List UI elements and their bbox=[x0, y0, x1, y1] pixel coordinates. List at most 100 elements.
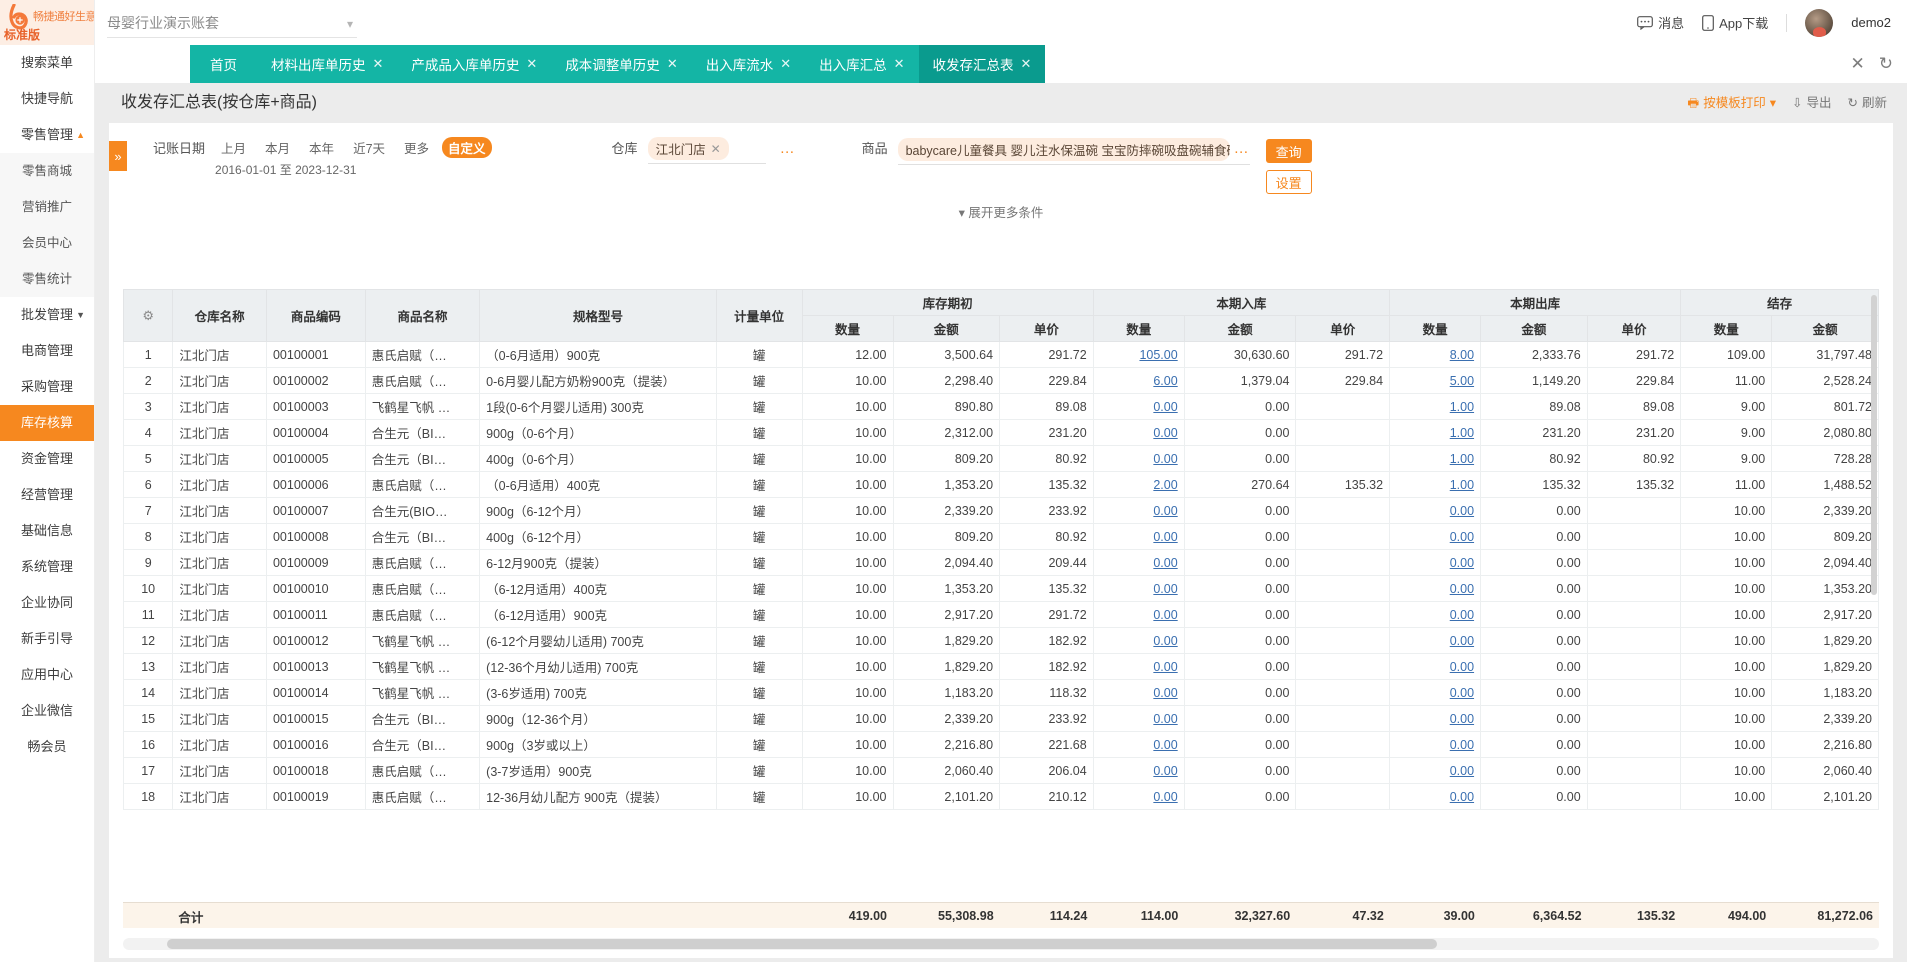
cell-oq[interactable]: 0.00 bbox=[1389, 731, 1482, 758]
export-button[interactable]: ⇩ 导出 bbox=[1792, 83, 1832, 123]
table-row[interactable]: 3 江北门店 00100003 飞鹤星飞帆 … 1段(0-6个月婴儿适用) 300克罐 1… bbox=[123, 393, 1879, 420]
col-header-10[interactable]: 金额 bbox=[1183, 315, 1297, 342]
cell-iq[interactable]: 0.00 bbox=[1092, 731, 1185, 758]
cell-iq[interactable]: 0.00 bbox=[1092, 757, 1185, 784]
tab-1[interactable]: 材料出库单历史 ✕ bbox=[257, 45, 398, 83]
drilldown-link[interactable]: 0.00 bbox=[1449, 633, 1475, 648]
drilldown-link[interactable]: 105.00 bbox=[1139, 347, 1178, 362]
col-header-8[interactable]: 单价 bbox=[999, 315, 1094, 342]
cell-oq[interactable]: 1.00 bbox=[1389, 445, 1482, 472]
product-select[interactable]: babycare儿童餐具 婴儿注水保温碗 宝宝防摔碗吸盘碗辅食碗勺套装 雀湖绿 … bbox=[897, 137, 1250, 165]
drilldown-link[interactable]: 1.00 bbox=[1449, 425, 1475, 440]
cell-iq[interactable]: 0.00 bbox=[1092, 679, 1185, 706]
vertical-scrollbar[interactable] bbox=[1871, 289, 1879, 914]
date-chip-2[interactable]: 本年 bbox=[309, 142, 335, 156]
drilldown-link[interactable]: 0.00 bbox=[1153, 659, 1178, 674]
col-header-11[interactable]: 单价 bbox=[1295, 315, 1391, 342]
refresh-icon[interactable]: ↻ bbox=[1878, 54, 1893, 73]
col-header-5[interactable]: 计量单位 bbox=[715, 289, 803, 342]
date-chip-4[interactable]: 更多 bbox=[404, 142, 430, 156]
sidebar-item-6[interactable]: 零售统计 bbox=[0, 261, 94, 297]
sidebar-item-1[interactable]: 快捷导航 bbox=[0, 81, 94, 117]
col-header-13[interactable]: 金额 bbox=[1480, 315, 1588, 342]
remove-icon[interactable]: ✕ bbox=[710, 141, 721, 156]
brand-logo[interactable]: 畅捷通好生意 标准版 bbox=[0, 0, 94, 45]
sidebar-item-11[interactable]: 资金管理 bbox=[0, 441, 94, 477]
sidebar-item-5[interactable]: 会员中心 bbox=[0, 225, 94, 261]
cell-oq[interactable]: 1.00 bbox=[1389, 393, 1482, 420]
drilldown-link[interactable]: 0.00 bbox=[1449, 555, 1475, 570]
drilldown-link[interactable]: 0.00 bbox=[1153, 711, 1178, 726]
drilldown-link[interactable]: 1.00 bbox=[1449, 399, 1475, 414]
query-button[interactable]: 查询 bbox=[1265, 139, 1312, 163]
table-row[interactable]: 17 江北门店 00100018 惠氏启赋（… (3-7岁适用）900克罐 10.00 2,… bbox=[123, 757, 1879, 784]
col-header-6[interactable]: 数量 bbox=[801, 315, 894, 342]
drilldown-link[interactable]: 0.00 bbox=[1153, 451, 1178, 466]
sidebar-item-13[interactable]: 基础信息 bbox=[0, 513, 94, 549]
close-icon[interactable]: ✕ bbox=[1850, 54, 1865, 73]
table-row[interactable]: 10 江北门店 00100010 惠氏启赋（… （6-12月适用）400克罐 10.00 1… bbox=[123, 575, 1879, 602]
drilldown-link[interactable]: 0.00 bbox=[1153, 581, 1178, 596]
col-header-9[interactable]: 数量 bbox=[1092, 315, 1185, 342]
filter-expander[interactable]: » bbox=[109, 141, 127, 171]
cell-oq[interactable]: 0.00 bbox=[1389, 601, 1482, 628]
col-header-1[interactable]: 仓库名称 bbox=[172, 289, 267, 342]
tab-6[interactable]: 收发存汇总表 ✕ bbox=[918, 45, 1046, 83]
tab-5[interactable]: 出入库汇总 ✕ bbox=[805, 45, 919, 83]
drilldown-link[interactable]: 0.00 bbox=[1449, 685, 1475, 700]
cell-iq[interactable]: 0.00 bbox=[1092, 393, 1185, 420]
tab-close-icon[interactable]: ✕ bbox=[526, 56, 538, 71]
col-header-12[interactable]: 数量 bbox=[1389, 315, 1482, 342]
tab-3[interactable]: 成本调整单历史 ✕ bbox=[551, 45, 692, 83]
cell-oq[interactable]: 1.00 bbox=[1389, 419, 1482, 446]
table-row[interactable]: 9 江北门店 00100009 惠氏启赋（… 6-12月900克（提装）罐 10.00 2,… bbox=[123, 549, 1879, 576]
sidebar-item-15[interactable]: 企业协同 bbox=[0, 585, 94, 621]
table-row[interactable]: 12 江北门店 00100012 飞鹤星飞帆 … (6-12个月婴幼儿适用) 700克罐… bbox=[123, 627, 1879, 654]
avatar[interactable] bbox=[1805, 8, 1834, 37]
table-row[interactable]: 14 江北门店 00100014 飞鹤星飞帆 … (3-6岁适用) 700克罐 10.00… bbox=[123, 679, 1879, 706]
cell-oq[interactable]: 0.00 bbox=[1389, 497, 1482, 524]
table-row[interactable]: 6 江北门店 00100006 惠氏启赋（… （0-6月适用）400克罐 10.00 1,3… bbox=[123, 471, 1879, 498]
date-chip-0[interactable]: 上月 bbox=[221, 142, 247, 156]
cell-iq[interactable]: 0.00 bbox=[1092, 705, 1185, 732]
sidebar-item-17[interactable]: 应用中心 bbox=[0, 657, 94, 693]
sidebar-item-4[interactable]: 营销推广 bbox=[0, 189, 94, 225]
drilldown-link[interactable]: 0.00 bbox=[1449, 737, 1475, 752]
drilldown-link[interactable]: 0.00 bbox=[1449, 529, 1475, 544]
sidebar-item-12[interactable]: 经营管理 bbox=[0, 477, 94, 513]
table-row[interactable]: 7 江北门店 00100007 合生元(BIO… 900g（6-12个月）罐 10.00 2… bbox=[123, 497, 1879, 524]
drilldown-link[interactable]: 0.00 bbox=[1153, 607, 1178, 622]
drilldown-link[interactable]: 2.00 bbox=[1153, 477, 1178, 492]
drilldown-link[interactable]: 1.00 bbox=[1449, 477, 1475, 492]
drilldown-link[interactable]: 0.00 bbox=[1153, 763, 1178, 778]
product-more-button[interactable]: … bbox=[1233, 140, 1250, 157]
table-row[interactable]: 18 江北门店 00100019 惠氏启赋（… 12-36月幼儿配方 900克（提装）罐… bbox=[123, 783, 1879, 810]
cell-oq[interactable]: 0.00 bbox=[1389, 757, 1482, 784]
cell-iq[interactable]: 0.00 bbox=[1092, 419, 1185, 446]
warehouse-select[interactable]: 江北门店 ✕ bbox=[647, 137, 766, 164]
cell-oq[interactable]: 0.00 bbox=[1389, 679, 1482, 706]
settings-button[interactable]: 设置 bbox=[1265, 170, 1312, 194]
cell-iq[interactable]: 0.00 bbox=[1092, 601, 1185, 628]
cell-oq[interactable]: 0.00 bbox=[1389, 783, 1482, 810]
cell-iq[interactable]: 0.00 bbox=[1092, 497, 1185, 524]
cell-oq[interactable]: 0.00 bbox=[1389, 705, 1482, 732]
date-chip-3[interactable]: 近7天 bbox=[353, 142, 386, 156]
table-row[interactable]: 1 江北门店 00100001 惠氏启赋（… （0-6月适用）900克罐 12.00 3,5… bbox=[123, 341, 1879, 368]
cell-oq[interactable]: 0.00 bbox=[1389, 549, 1482, 576]
date-chip-5[interactable]: 自定义 bbox=[442, 137, 492, 158]
table-row[interactable]: 8 江北门店 00100008 合生元（BI… 400g（6-12个月）罐 10.00 80… bbox=[123, 523, 1879, 550]
drilldown-link[interactable]: 0.00 bbox=[1449, 581, 1475, 596]
drilldown-link[interactable]: 5.00 bbox=[1449, 373, 1475, 388]
drilldown-link[interactable]: 0.00 bbox=[1449, 711, 1475, 726]
table-row[interactable]: 4 江北门店 00100004 合生元（BI… 900g（0-6个月）罐 10.00 2,3… bbox=[123, 419, 1879, 446]
cell-iq[interactable]: 0.00 bbox=[1092, 627, 1185, 654]
drilldown-link[interactable]: 0.00 bbox=[1153, 425, 1178, 440]
horizontal-scrollbar[interactable] bbox=[123, 938, 1879, 950]
cell-oq[interactable]: 0.00 bbox=[1389, 523, 1482, 550]
account-select[interactable]: 母婴行业演示账套 ▾ bbox=[107, 8, 357, 38]
drilldown-link[interactable]: 0.00 bbox=[1153, 555, 1178, 570]
table-row[interactable]: 2 江北门店 00100002 惠氏启赋（… 0-6月婴儿配方奶粉900克（提装）罐 10… bbox=[123, 367, 1879, 394]
cell-iq[interactable]: 105.00 bbox=[1092, 341, 1185, 368]
drilldown-link[interactable]: 0.00 bbox=[1153, 399, 1178, 414]
